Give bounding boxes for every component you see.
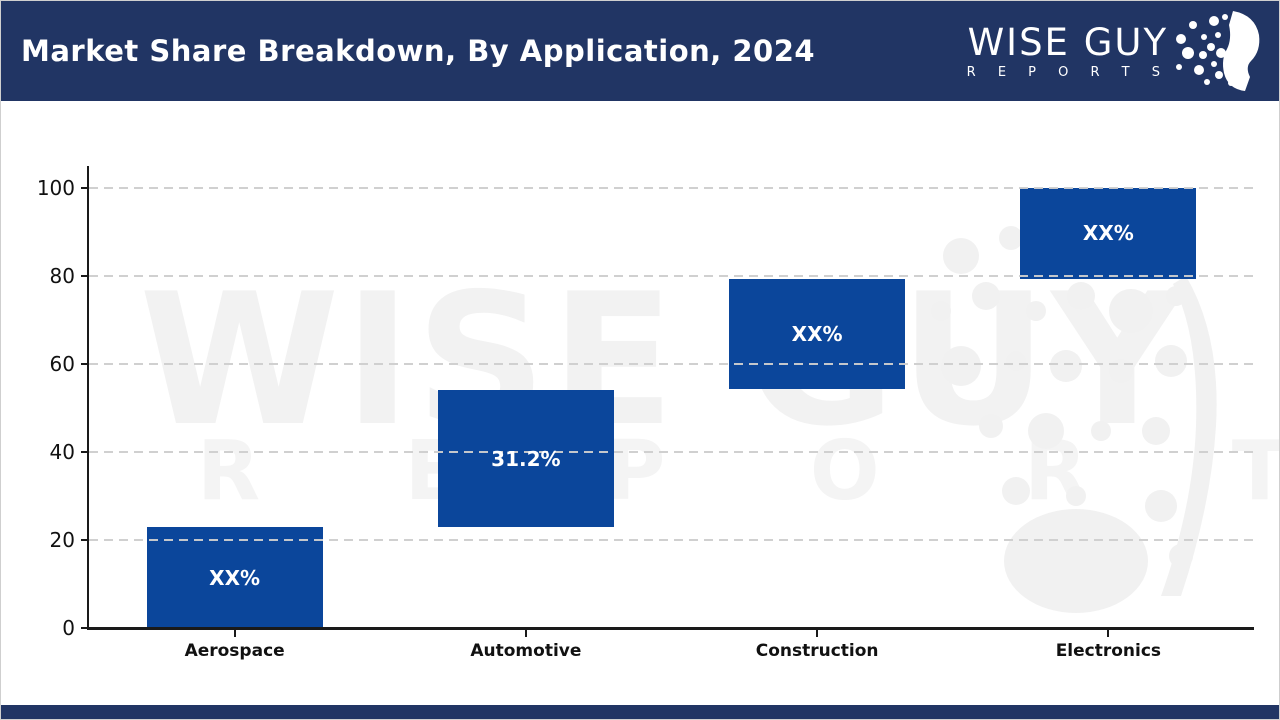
brand-logo: WISE GUY R E P O R T S — [967, 7, 1265, 95]
header-bar: Market Share Breakdown, By Application, … — [1, 1, 1279, 101]
category-label-construction: Construction — [755, 641, 879, 661]
x-axis-tick — [816, 629, 819, 637]
bar-value-label: XX% — [791, 321, 843, 346]
gridline-80 — [89, 275, 1254, 277]
bar-chart-plot-area: XX% 31.2% XX% XX% 0 20 40 60 80 100 Aerospace Autom… — [1, 101, 1279, 707]
y-axis-tick — [81, 275, 88, 277]
gridline-40 — [89, 451, 1254, 453]
y-axis-tick-label: 0 — [62, 616, 75, 640]
bar-value-label: 31.2% — [491, 446, 561, 471]
y-axis-tick-label: 100 — [36, 176, 75, 200]
bar-automotive — [437, 389, 614, 528]
y-axis-tick — [81, 187, 88, 189]
y-axis-line — [87, 166, 89, 630]
bar-aerospace — [146, 527, 323, 628]
brand-name: WISE GUY — [967, 20, 1169, 64]
gridline-20 — [89, 539, 1254, 541]
y-axis-tick — [81, 539, 88, 541]
category-label-aerospace: Aerospace — [184, 641, 285, 661]
y-axis-tick-label: 20 — [49, 528, 75, 552]
y-axis-tick-label: 80 — [49, 264, 75, 288]
gridline-100 — [89, 187, 1254, 189]
bar-construction — [729, 278, 906, 390]
watermark-subtitle-text: R E P O R T S — [197, 424, 1279, 519]
y-axis-tick — [81, 451, 88, 453]
x-axis-line — [87, 627, 1254, 630]
x-axis-tick — [1107, 629, 1110, 637]
brand-logo-text: WISE GUY R E P O R T S — [966, 20, 1169, 80]
y-axis-tick-label: 40 — [49, 440, 75, 464]
y-axis-tick — [81, 363, 88, 365]
bar-value-label: XX% — [209, 565, 261, 590]
head-dots-logo-icon — [1176, 11, 1260, 91]
y-axis-tick — [81, 627, 88, 629]
y-axis-tick-label: 60 — [49, 352, 75, 376]
bar-value-label: XX% — [1082, 221, 1134, 246]
page-title: Market Share Breakdown, By Application, … — [21, 34, 816, 68]
category-label-automotive: Automotive — [470, 641, 582, 661]
x-axis-tick — [524, 629, 527, 637]
bar-electronics — [1020, 188, 1197, 279]
footer-bar — [1, 705, 1279, 719]
category-label-electronics: Electronics — [1055, 641, 1162, 661]
gridline-60 — [89, 363, 1254, 365]
brand-subtitle: R E P O R T S — [966, 64, 1169, 80]
x-axis-tick — [233, 629, 236, 637]
